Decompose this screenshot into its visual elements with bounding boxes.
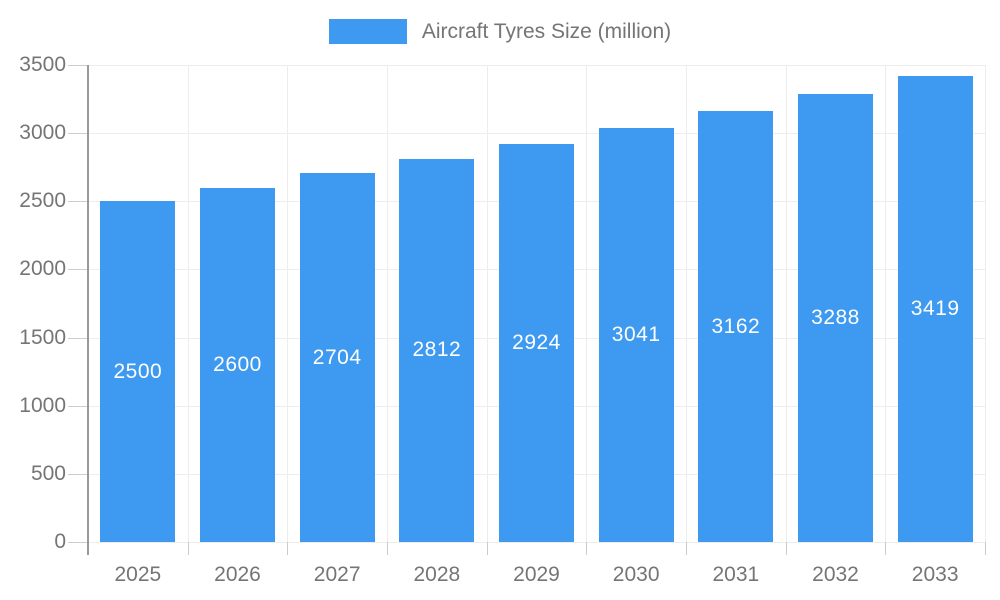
- bar[interactable]: 3041: [598, 127, 674, 542]
- legend-swatch: [328, 19, 407, 44]
- y-axis-line: [87, 65, 89, 555]
- y-tick-label: 500: [30, 461, 66, 485]
- x-axis-tick: [287, 542, 289, 555]
- y-tick-label: 3000: [19, 121, 66, 145]
- x-tick-label: 2030: [612, 563, 660, 586]
- bar[interactable]: 2704: [299, 173, 375, 542]
- bar[interactable]: 2924: [499, 143, 574, 542]
- y-axis-tick: [68, 201, 88, 203]
- gridline-vertical: [187, 65, 189, 542]
- y-tick-label: 1000: [19, 393, 66, 417]
- bar-value-label: 3162: [711, 314, 761, 338]
- bar[interactable]: 2600: [200, 187, 275, 542]
- x-tick-label: 2025: [114, 563, 162, 586]
- bar[interactable]: 3419: [897, 76, 973, 542]
- y-axis-tick: [68, 473, 88, 475]
- bar-value-label: 3288: [811, 305, 860, 329]
- x-axis-tick: [187, 542, 189, 555]
- x-axis-tick: [785, 542, 787, 555]
- gridline-vertical: [785, 65, 787, 542]
- bar-value-label: 2500: [113, 359, 163, 383]
- y-tick-label: 2500: [19, 189, 66, 213]
- y-axis-tick: [68, 65, 88, 66]
- gridline-vertical: [885, 65, 887, 542]
- bar[interactable]: 2500: [100, 201, 176, 542]
- y-axis-tick: [68, 133, 88, 135]
- x-axis-tick: [88, 542, 89, 555]
- plot-area: 0 500 1000 1500 2000 2500 3000 3500 2500 2025 2600…: [19, 53, 986, 586]
- bar[interactable]: 3162: [698, 111, 774, 542]
- gridline-horizontal: [88, 542, 985, 543]
- x-axis-tick: [486, 542, 488, 555]
- legend-item[interactable]: Aircraft Tyres Size (million): [0, 19, 1000, 44]
- bar-value-label: 2924: [512, 330, 561, 354]
- gridline-vertical: [985, 65, 986, 542]
- x-tick-label: 2031: [712, 563, 760, 586]
- x-tick-label: 2033: [911, 563, 959, 586]
- y-tick-label: 2000: [19, 257, 66, 281]
- gridline-vertical: [586, 65, 588, 542]
- bar-value-label: 2812: [412, 338, 462, 362]
- y-axis-tick: [68, 405, 88, 407]
- x-axis-tick: [686, 542, 687, 555]
- gridline-vertical: [387, 65, 388, 542]
- bar[interactable]: 2812: [399, 158, 475, 542]
- gridline-vertical: [287, 65, 289, 542]
- x-tick-label: 2032: [812, 563, 859, 586]
- x-axis-tick: [985, 542, 986, 555]
- bar[interactable]: 3288: [798, 93, 873, 542]
- y-axis-tick: [68, 542, 88, 543]
- x-axis-tick: [387, 542, 388, 555]
- x-tick-label: 2026: [214, 563, 261, 586]
- bar-value-label: 3419: [910, 297, 960, 320]
- y-tick-label: 1500: [19, 325, 66, 349]
- x-axis-tick: [586, 542, 588, 555]
- bar-value-label: 3041: [611, 322, 661, 346]
- y-axis-tick: [68, 269, 88, 271]
- y-tick-label: 0: [54, 530, 66, 553]
- y-axis-tick: [68, 337, 88, 339]
- x-tick-label: 2027: [313, 563, 361, 586]
- x-axis-tick: [885, 542, 887, 555]
- legend-label: Aircraft Tyres Size (million): [421, 20, 672, 43]
- gridline-vertical: [686, 65, 687, 542]
- x-tick-label: 2029: [513, 563, 560, 586]
- bar-value-label: 2704: [312, 345, 362, 369]
- gridline-vertical: [486, 65, 488, 542]
- bar-value-label: 2600: [213, 352, 262, 376]
- y-tick-label: 3500: [19, 53, 66, 76]
- x-tick-label: 2028: [413, 563, 461, 586]
- gridline-horizontal: [88, 65, 985, 66]
